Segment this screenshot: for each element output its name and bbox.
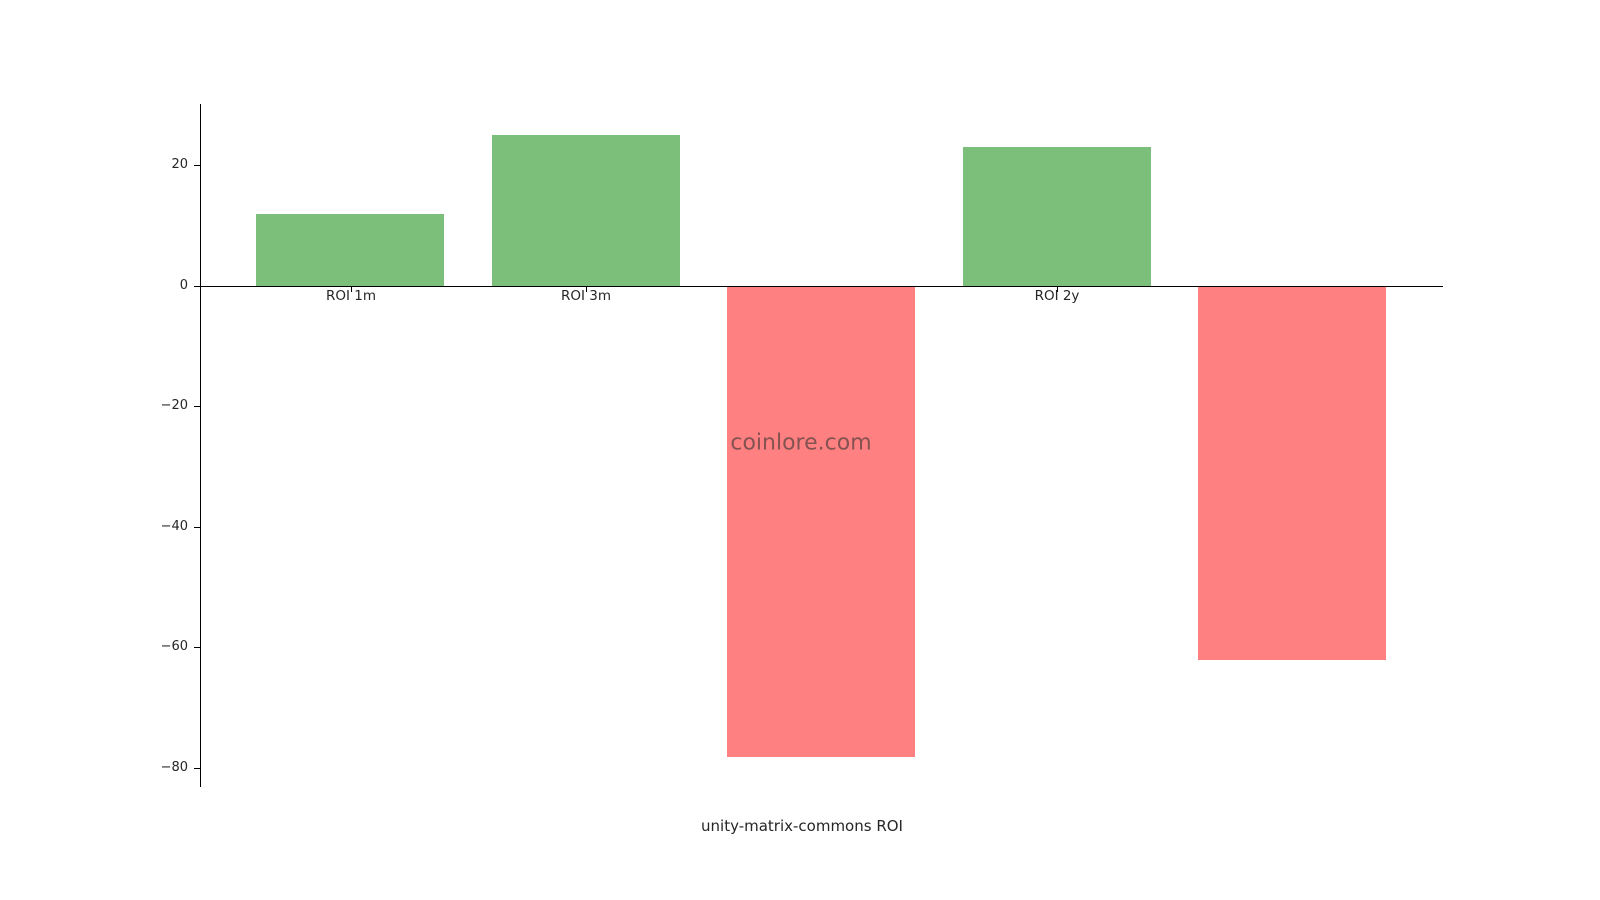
y-axis-spine	[200, 104, 201, 787]
y-tick-mark	[194, 527, 200, 528]
roi-bar	[727, 287, 915, 757]
y-tick-label: 20	[171, 157, 188, 172]
y-tick-mark	[194, 165, 200, 166]
roi-bar	[963, 147, 1151, 286]
y-tick-mark	[194, 768, 200, 769]
x-tick-mark	[586, 286, 587, 292]
y-tick-mark	[194, 286, 200, 287]
y-tick-mark	[194, 406, 200, 407]
chart-title: unity-matrix-commons ROI	[701, 817, 903, 835]
x-tick-label: ROI 3m	[560, 288, 612, 304]
y-tick-label: −40	[160, 519, 188, 534]
y-tick-label: 0	[179, 278, 188, 293]
x-tick-mark	[1057, 286, 1058, 292]
x-axis-line	[200, 286, 1443, 287]
roi-bar	[256, 214, 444, 286]
roi-bar	[492, 135, 680, 286]
x-tick-label: ROI 1m	[325, 288, 377, 304]
x-tick-label: ROI 2y	[1034, 288, 1080, 304]
y-tick-label: −60	[160, 639, 188, 654]
y-tick-label: −20	[160, 398, 188, 413]
y-tick-label: −80	[160, 760, 188, 775]
roi-bar	[1198, 287, 1386, 660]
y-tick-mark	[194, 647, 200, 648]
x-tick-mark	[351, 286, 352, 292]
watermark-text: coinlore.com	[730, 430, 872, 456]
